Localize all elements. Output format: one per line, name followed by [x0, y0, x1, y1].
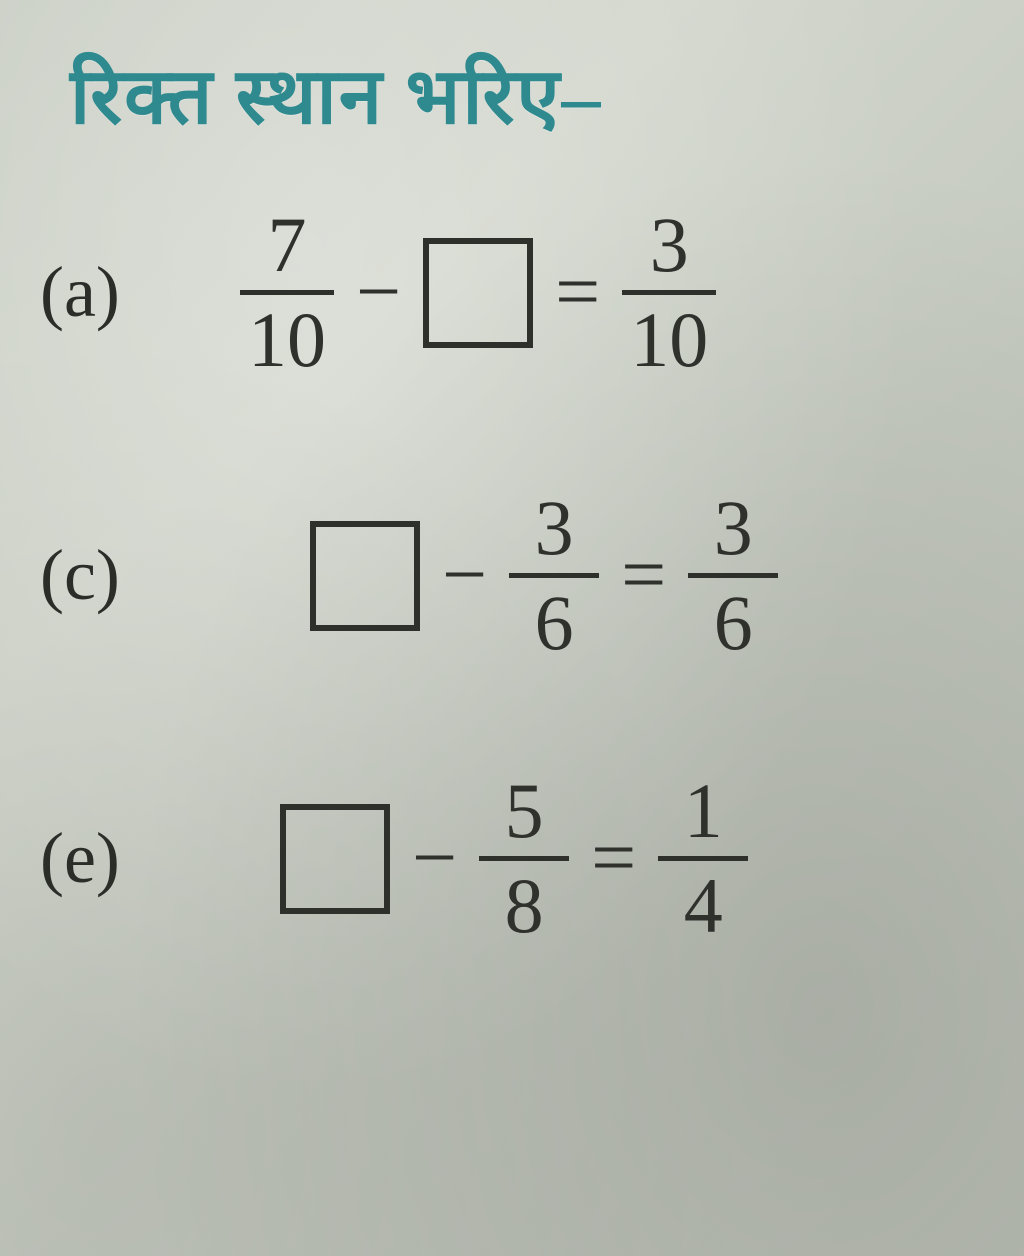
blank-box[interactable]: [423, 238, 533, 348]
fraction-bar: [658, 856, 748, 861]
fraction: 3 10: [622, 206, 716, 379]
problem-label: (c): [40, 534, 240, 617]
denominator: 6: [706, 584, 761, 662]
numerator: 3: [527, 489, 582, 567]
problem-label: (a): [40, 251, 240, 334]
numerator: 5: [497, 772, 552, 850]
fraction-bar: [622, 290, 716, 295]
blank-box[interactable]: [280, 804, 390, 914]
numerator: 7: [260, 206, 315, 284]
page-heading: रिक्त स्थान भरिए–: [70, 40, 984, 146]
equals-sign: =: [617, 530, 670, 621]
denominator: 10: [622, 301, 716, 379]
equals-sign: =: [551, 247, 604, 338]
equation: − 5 8 = 1 4: [280, 772, 748, 945]
equation: 7 10 − = 3 10: [240, 206, 716, 379]
denominator: 4: [676, 867, 731, 945]
fraction-bar: [509, 573, 599, 578]
fraction-bar: [479, 856, 569, 861]
problem-row-c: (c) − 3 6 = 3 6: [40, 489, 984, 662]
minus-sign: −: [352, 247, 405, 338]
fraction: 1 4: [658, 772, 748, 945]
minus-sign: −: [438, 530, 491, 621]
fraction: 5 8: [479, 772, 569, 945]
denominator: 10: [240, 301, 334, 379]
problem-row-e: (e) − 5 8 = 1 4: [40, 772, 984, 945]
denominator: 8: [497, 867, 552, 945]
fraction: 7 10: [240, 206, 334, 379]
minus-sign: −: [408, 813, 461, 904]
problem-label: (e): [40, 817, 240, 900]
denominator: 6: [527, 584, 582, 662]
fraction: 3 6: [509, 489, 599, 662]
numerator: 3: [642, 206, 697, 284]
equals-sign: =: [587, 813, 640, 904]
numerator: 3: [706, 489, 761, 567]
problem-row-a: (a) 7 10 − = 3 10: [40, 206, 984, 379]
fraction-bar: [240, 290, 334, 295]
fraction-bar: [688, 573, 778, 578]
fraction: 3 6: [688, 489, 778, 662]
equation: − 3 6 = 3 6: [310, 489, 778, 662]
blank-box[interactable]: [310, 521, 420, 631]
worksheet-page: रिक्त स्थान भरिए– (a) 7 10 − = 3 10 (c) …: [0, 0, 1024, 1256]
numerator: 1: [676, 772, 731, 850]
